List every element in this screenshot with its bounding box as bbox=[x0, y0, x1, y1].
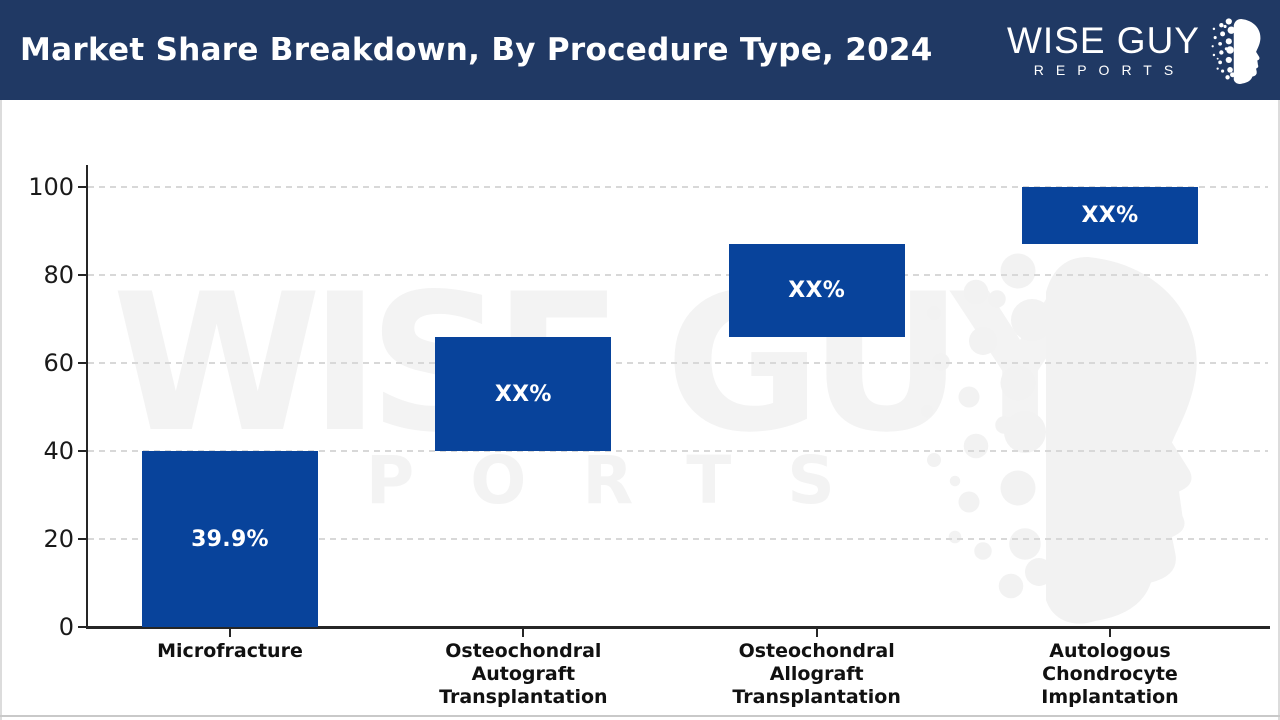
bar-value-label: XX% bbox=[788, 278, 846, 304]
gridline-100 bbox=[88, 186, 1268, 188]
x-tick-mark bbox=[1108, 629, 1111, 637]
header: Market Share Breakdown, By Procedure Typ… bbox=[0, 0, 1280, 100]
bar-segment: XX% bbox=[435, 337, 612, 452]
y-tick-mark bbox=[78, 450, 86, 452]
y-tick-label: 100 bbox=[28, 173, 74, 201]
page-title: Market Share Breakdown, By Procedure Typ… bbox=[20, 32, 933, 68]
brand-logo-text: WISE GUY REPORTS bbox=[1006, 20, 1200, 79]
y-tick-mark bbox=[78, 274, 86, 276]
category-label: Osteochondral Allograft Transplantation bbox=[732, 640, 901, 708]
bar-segment: XX% bbox=[1021, 187, 1198, 245]
brand-subname: REPORTS bbox=[1033, 62, 1186, 78]
bar-value-label: XX% bbox=[1081, 203, 1139, 229]
brand-logo: WISE GUY REPORTS bbox=[1007, 0, 1266, 100]
y-tick-label: 0 bbox=[58, 613, 74, 641]
y-axis-spine bbox=[86, 165, 88, 628]
category-label: Autologous Chondrocyte Implantation bbox=[1041, 640, 1179, 708]
x-tick-mark bbox=[815, 629, 818, 637]
y-tick-label: 80 bbox=[43, 261, 74, 289]
y-tick-mark bbox=[78, 186, 86, 188]
y-tick-label: 60 bbox=[43, 349, 74, 377]
wise-guy-head-icon bbox=[1211, 18, 1261, 84]
watermark-head-icon bbox=[920, 253, 1197, 624]
bar-segment: XX% bbox=[728, 244, 905, 338]
x-tick-mark bbox=[229, 629, 231, 637]
y-tick-label: 40 bbox=[43, 437, 74, 465]
y-tick-mark bbox=[78, 538, 86, 540]
x-tick-mark bbox=[522, 629, 525, 637]
gridline-80 bbox=[88, 274, 1268, 276]
bottom-divider bbox=[0, 715, 1280, 717]
bar-value-label: 39.9% bbox=[191, 526, 269, 552]
gridline-40 bbox=[88, 450, 1268, 452]
gridline-60 bbox=[88, 362, 1268, 364]
gridline-20 bbox=[88, 538, 1268, 540]
brand-name: WISE GUY bbox=[1006, 20, 1200, 61]
bar-segment: 39.9% bbox=[142, 451, 318, 627]
y-tick-mark bbox=[78, 362, 86, 364]
category-label: Microfracture bbox=[157, 640, 303, 662]
x-axis-spine bbox=[86, 626, 1270, 629]
category-label: Osteochondral Autograft Transplantation bbox=[439, 640, 608, 708]
y-tick-mark bbox=[78, 626, 86, 628]
bar-value-label: XX% bbox=[494, 381, 552, 407]
y-tick-label: 20 bbox=[43, 525, 74, 553]
